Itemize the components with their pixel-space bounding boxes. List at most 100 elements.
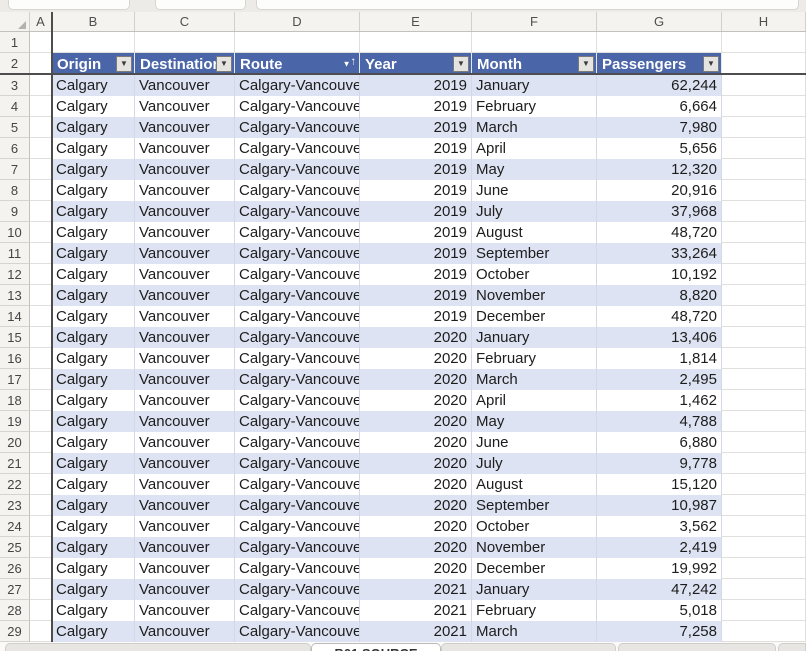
row-header-9[interactable]: 9	[0, 201, 30, 222]
row-header-26[interactable]: 26	[0, 558, 30, 579]
cell[interactable]	[30, 117, 52, 138]
row-header-10[interactable]: 10	[0, 222, 30, 243]
cell-route[interactable]: Calgary-Vancouver	[235, 138, 360, 159]
cell[interactable]	[30, 306, 52, 327]
filter-button-year[interactable]: ▼	[453, 56, 469, 72]
column-header-b[interactable]: B	[52, 12, 135, 31]
cell-month[interactable]: July	[472, 453, 597, 474]
cell[interactable]	[597, 32, 722, 53]
cell-month[interactable]: July	[472, 201, 597, 222]
cell-year[interactable]: 2021	[360, 579, 472, 600]
row-header-5[interactable]: 5	[0, 117, 30, 138]
cell-passengers[interactable]: 7,980	[597, 117, 722, 138]
cell-origin[interactable]: Calgary	[52, 390, 135, 411]
cell[interactable]	[472, 32, 597, 53]
name-box[interactable]	[8, 0, 130, 10]
cell-route[interactable]: Calgary-Vancouver	[235, 621, 360, 642]
cell-month[interactable]: January	[472, 579, 597, 600]
cell-month[interactable]: December	[472, 306, 597, 327]
cell[interactable]	[722, 558, 806, 579]
select-all-corner[interactable]	[0, 12, 30, 31]
cell[interactable]	[30, 537, 52, 558]
cell-destination[interactable]: Vancouver	[135, 369, 235, 390]
cell[interactable]	[30, 32, 52, 53]
cell-route[interactable]: Calgary-Vancouver	[235, 453, 360, 474]
row-header-2[interactable]: 2	[0, 53, 30, 75]
cell-passengers[interactable]: 1,462	[597, 390, 722, 411]
column-header-d[interactable]: D	[235, 12, 360, 31]
cell-month[interactable]: February	[472, 348, 597, 369]
formula-bar[interactable]	[256, 0, 799, 10]
cell-route[interactable]: Calgary-Vancouver	[235, 348, 360, 369]
cell[interactable]	[722, 600, 806, 621]
cell-destination[interactable]: Vancouver	[135, 201, 235, 222]
cell-month[interactable]: June	[472, 180, 597, 201]
cell[interactable]	[722, 474, 806, 495]
cell-year[interactable]: 2020	[360, 495, 472, 516]
cell-year[interactable]: 2019	[360, 264, 472, 285]
cell[interactable]	[30, 474, 52, 495]
cell[interactable]	[722, 75, 806, 96]
cell[interactable]	[722, 579, 806, 600]
cell-route[interactable]: Calgary-Vancouver	[235, 516, 360, 537]
cell-year[interactable]: 2021	[360, 621, 472, 642]
cell-route[interactable]: Calgary-Vancouver	[235, 600, 360, 621]
cell-month[interactable]: April	[472, 138, 597, 159]
row-header-18[interactable]: 18	[0, 390, 30, 411]
row-header-7[interactable]: 7	[0, 159, 30, 180]
cell-passengers[interactable]: 33,264	[597, 243, 722, 264]
cell-month[interactable]: March	[472, 369, 597, 390]
cell[interactable]	[30, 243, 52, 264]
cell[interactable]	[30, 495, 52, 516]
cell-destination[interactable]: Vancouver	[135, 516, 235, 537]
cell-route[interactable]: Calgary-Vancouver	[235, 411, 360, 432]
cell-month[interactable]: August	[472, 222, 597, 243]
cell[interactable]	[30, 96, 52, 117]
cell-month[interactable]: February	[472, 600, 597, 621]
cell[interactable]	[30, 180, 52, 201]
cell-year[interactable]: 2020	[360, 327, 472, 348]
cell-origin[interactable]: Calgary	[52, 516, 135, 537]
cell-passengers[interactable]: 2,495	[597, 369, 722, 390]
cell[interactable]	[30, 621, 52, 642]
cell-destination[interactable]: Vancouver	[135, 411, 235, 432]
cell-route[interactable]: Calgary-Vancouver	[235, 117, 360, 138]
row-header-25[interactable]: 25	[0, 537, 30, 558]
cell-origin[interactable]: Calgary	[52, 138, 135, 159]
cell-passengers[interactable]: 4,788	[597, 411, 722, 432]
cell-origin[interactable]: Calgary	[52, 75, 135, 96]
cell-passengers[interactable]: 48,720	[597, 222, 722, 243]
cell-month[interactable]: August	[472, 474, 597, 495]
cell-year[interactable]: 2019	[360, 243, 472, 264]
column-header-h[interactable]: H	[722, 12, 806, 31]
cell-month[interactable]: May	[472, 159, 597, 180]
row-header-14[interactable]: 14	[0, 306, 30, 327]
row-header-1[interactable]: 1	[0, 32, 30, 53]
row-header-21[interactable]: 21	[0, 453, 30, 474]
row-header-24[interactable]: 24	[0, 516, 30, 537]
cell[interactable]	[30, 432, 52, 453]
cell-year[interactable]: 2019	[360, 138, 472, 159]
cell-origin[interactable]: Calgary	[52, 432, 135, 453]
cell-year[interactable]: 2019	[360, 159, 472, 180]
cell-month[interactable]: October	[472, 516, 597, 537]
cell-destination[interactable]: Vancouver	[135, 264, 235, 285]
row-header-22[interactable]: 22	[0, 474, 30, 495]
cell-year[interactable]: 2020	[360, 348, 472, 369]
cell-origin[interactable]: Calgary	[52, 453, 135, 474]
table-header-route[interactable]: Route ▼ ↑	[235, 53, 360, 75]
cell[interactable]	[360, 32, 472, 53]
row-header-4[interactable]: 4	[0, 96, 30, 117]
cell[interactable]	[722, 222, 806, 243]
cell-origin[interactable]: Calgary	[52, 264, 135, 285]
filter-button-origin[interactable]: ▼	[116, 56, 132, 72]
cell-year[interactable]: 2020	[360, 390, 472, 411]
cell[interactable]	[30, 411, 52, 432]
cell-destination[interactable]: Vancouver	[135, 579, 235, 600]
cell[interactable]	[135, 32, 235, 53]
cell-route[interactable]: Calgary-Vancouver	[235, 264, 360, 285]
cell-origin[interactable]: Calgary	[52, 222, 135, 243]
cell-passengers[interactable]: 3,562	[597, 516, 722, 537]
cell-month[interactable]: June	[472, 432, 597, 453]
cell-route[interactable]: Calgary-Vancouver	[235, 390, 360, 411]
